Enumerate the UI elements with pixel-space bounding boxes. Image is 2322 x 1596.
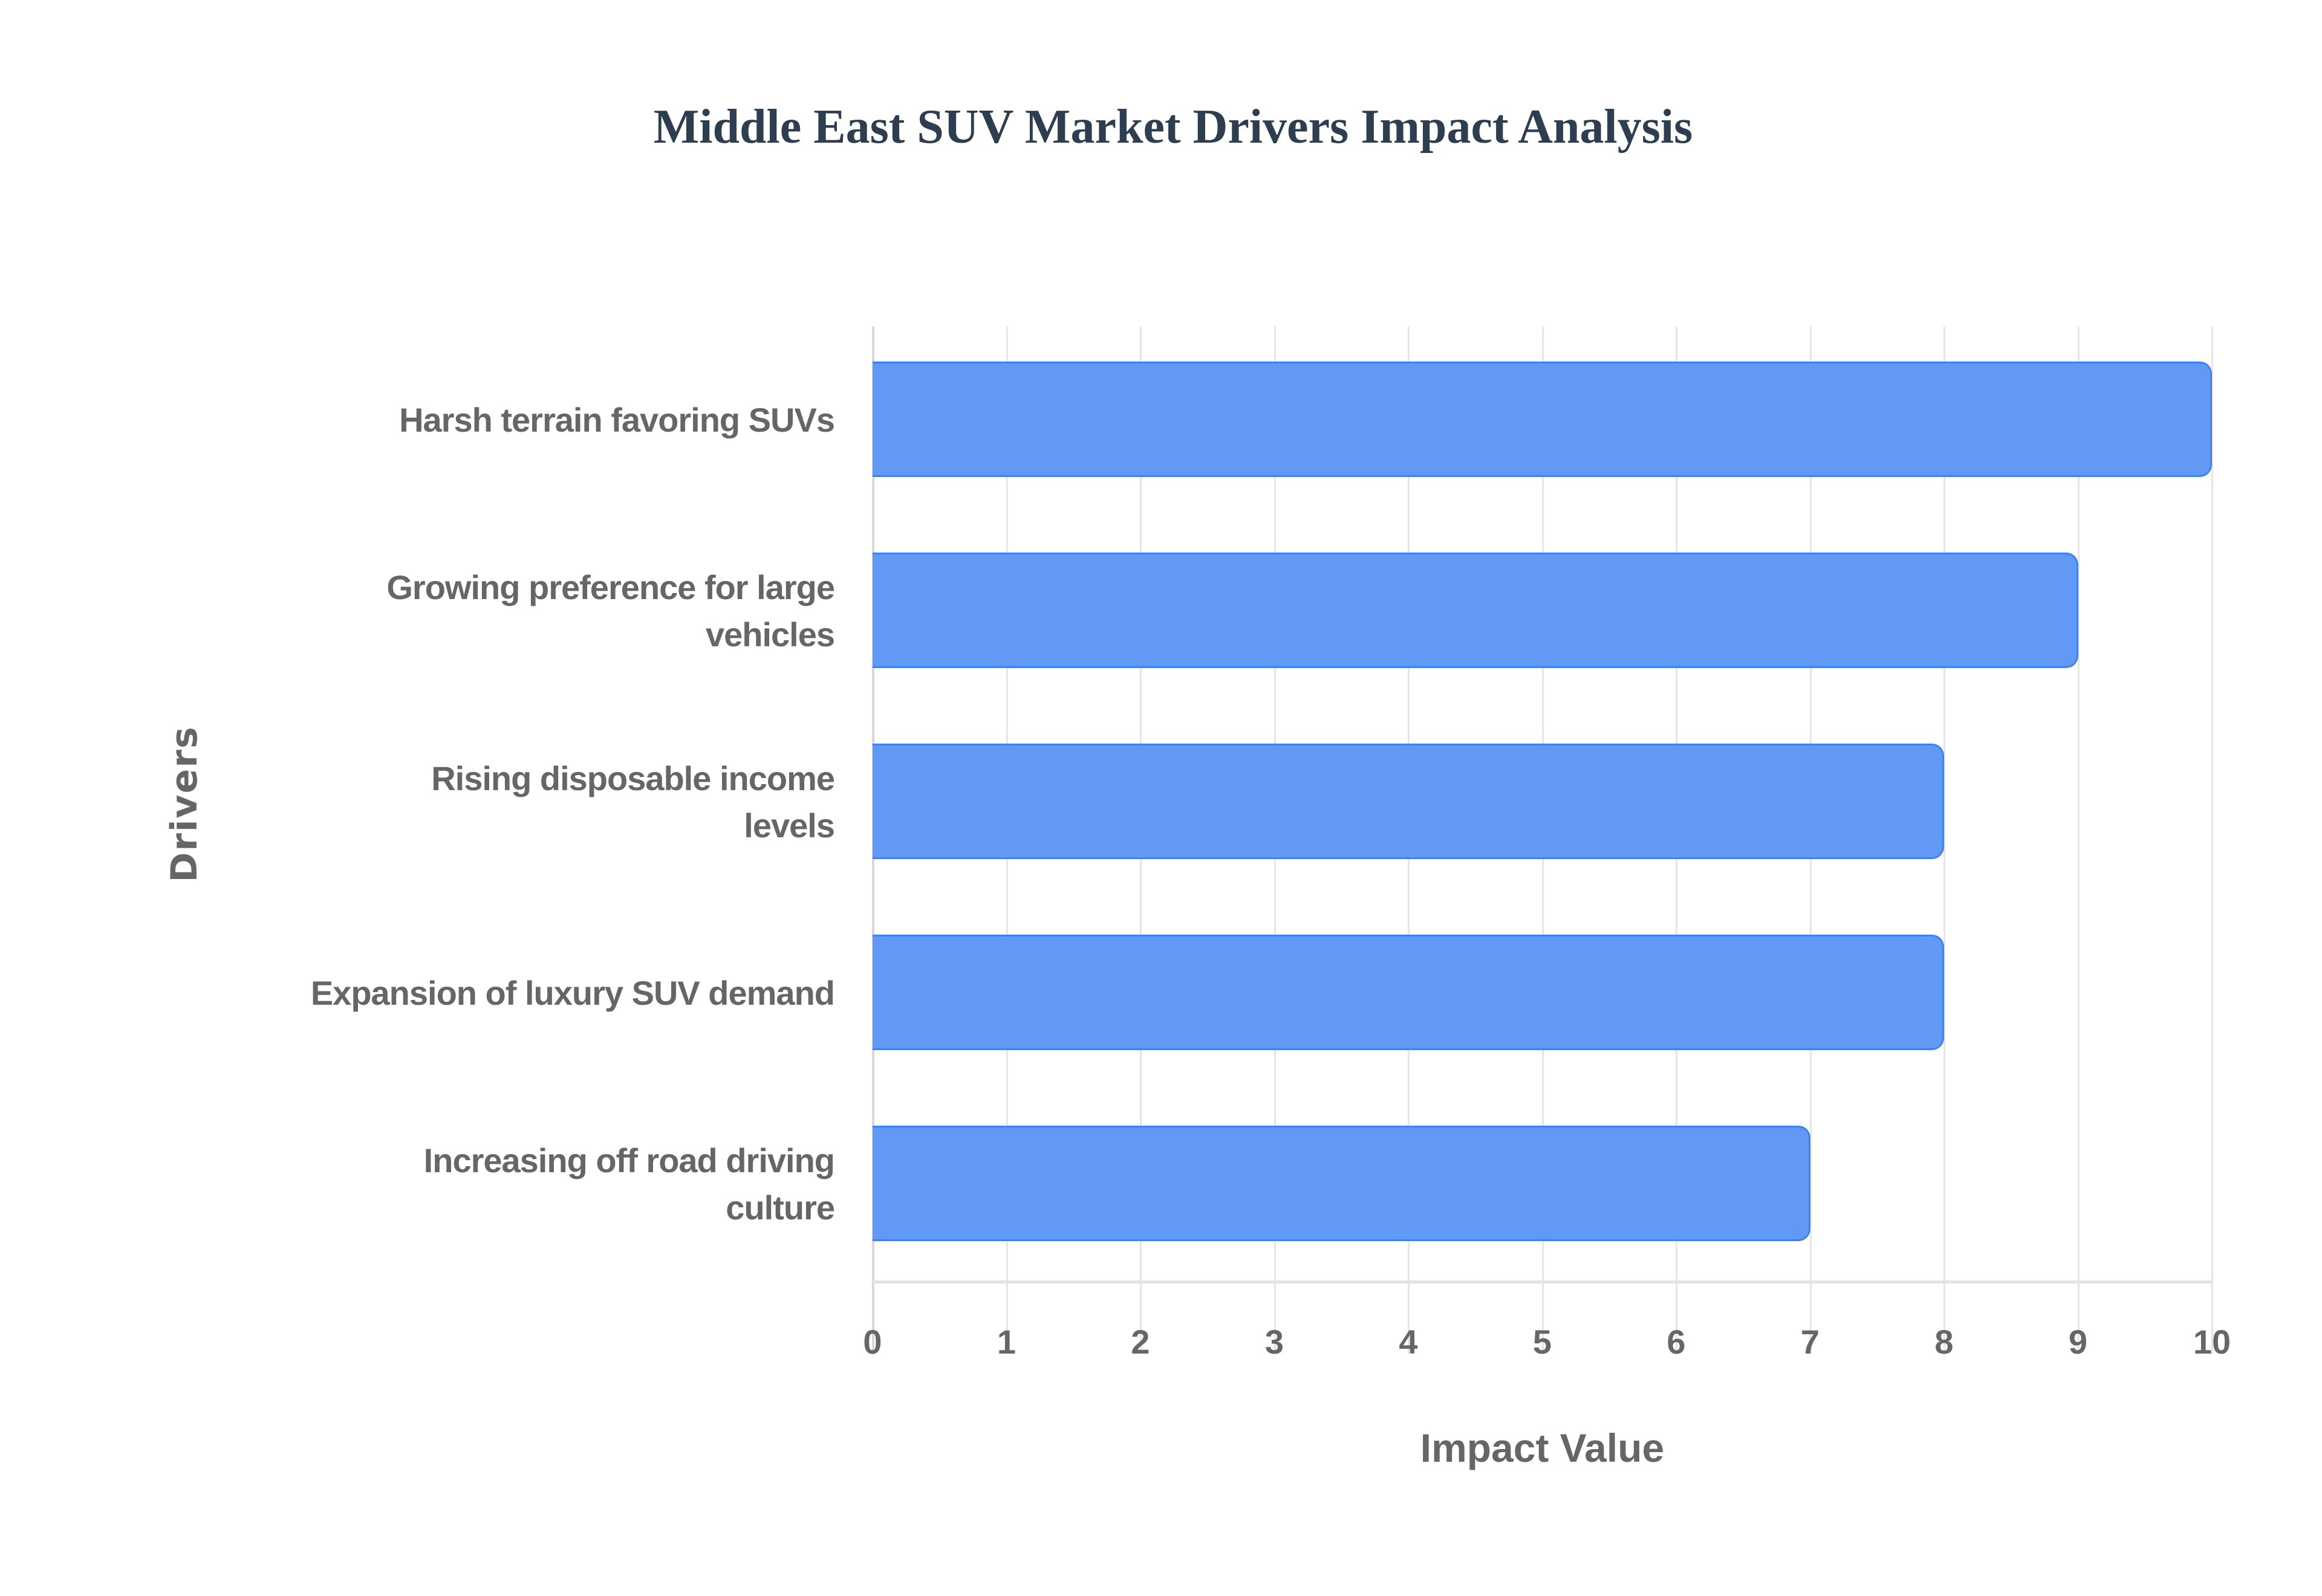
gridline [2077, 326, 2080, 1354]
category-label-line: Harsh terrain favoring SUVs [399, 401, 835, 439]
bar[interactable] [873, 744, 1944, 859]
category-label: Increasing off road driving culture [169, 1137, 835, 1231]
category-label: Harsh terrain favoring SUVs [169, 397, 835, 444]
x-axis-line [873, 1280, 2212, 1283]
x-tick-label: 1 [997, 1323, 1016, 1361]
category-label-line: levels [744, 806, 835, 845]
x-axis-title: Impact Value [1420, 1426, 1665, 1470]
x-tick-label: 0 [863, 1323, 882, 1361]
category-label: Rising disposable income levels [169, 755, 835, 849]
bar[interactable] [873, 1126, 1810, 1241]
category-label: Growing preference for large vehicles [169, 564, 835, 658]
bar[interactable] [873, 553, 2078, 668]
x-tick-label: 8 [1934, 1323, 1954, 1361]
x-tick-label: 3 [1264, 1323, 1284, 1361]
x-tick-label: 5 [1532, 1323, 1552, 1361]
bar[interactable] [873, 362, 2212, 477]
category-label: Expansion of luxury SUV demand [169, 970, 835, 1017]
gridline [1943, 326, 1945, 1354]
category-label-line: Expansion of luxury SUV demand [310, 974, 835, 1012]
x-tick-label: 4 [1399, 1323, 1418, 1361]
category-label-line: vehicles [705, 615, 835, 654]
x-tick-label: 7 [1800, 1323, 1820, 1361]
bar[interactable] [873, 935, 1944, 1050]
x-tick-label: 6 [1667, 1323, 1686, 1361]
x-tick-label: 2 [1131, 1323, 1150, 1361]
category-label-line: Rising disposable income [431, 759, 835, 797]
gridline [2211, 326, 2213, 1354]
x-tick-label: 9 [2068, 1323, 2088, 1361]
category-label-line: culture [726, 1189, 835, 1227]
category-label-line: Increasing off road driving [423, 1141, 835, 1179]
category-label-line: Growing preference for large [386, 568, 835, 606]
chart-title: Middle East SUV Market Drivers Impact An… [653, 100, 1693, 154]
x-tick-label: 10 [2193, 1323, 2231, 1361]
plot-area [872, 326, 2213, 1354]
